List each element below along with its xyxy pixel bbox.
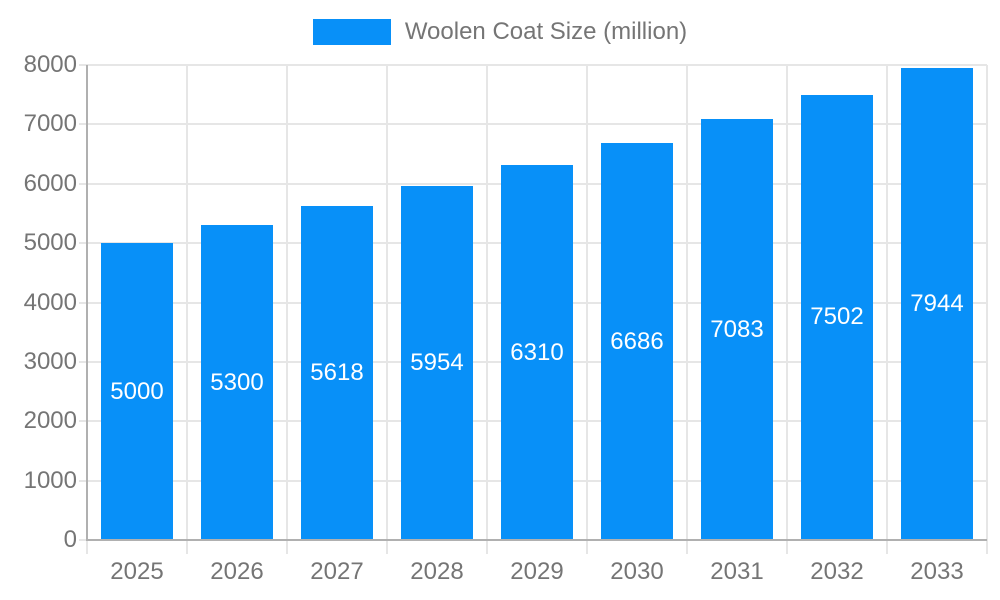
x-gridline [186,65,188,554]
bar [601,143,673,540]
y-tick-label: 3000 [23,347,77,375]
bar [701,119,773,540]
x-axis-line [87,539,987,541]
bar-value-label: 5300 [210,368,264,396]
x-tick-label: 2031 [710,558,764,585]
bar [801,94,873,540]
bar-value-label: 6310 [510,338,564,366]
y-tick-label: 7000 [23,110,77,138]
x-gridline [386,65,388,554]
y-tick-label: 4000 [23,288,77,316]
x-tick-label: 2025 [110,558,164,585]
bar [901,68,973,540]
bar-value-label: 5000 [110,377,164,405]
x-tick-label: 2032 [810,558,864,585]
bar-value-label: 5618 [310,359,364,387]
bar [401,186,473,540]
y-tick-label: 8000 [23,51,77,78]
y-gridline [79,123,987,126]
legend-swatch [312,19,391,45]
x-gridline [786,65,788,554]
y-tick-label: 1000 [23,466,77,494]
bar [201,225,273,540]
bar [501,165,573,540]
x-tick-label: 2027 [310,558,364,585]
legend: Woolen Coat Size (million) [0,19,1000,45]
x-tick-label: 2029 [510,558,564,585]
bar [101,243,173,540]
y-tick-label: 0 [63,526,77,553]
x-gridline [686,65,688,554]
y-axis-line [86,65,88,541]
plot-area: 0 1000 2000 3000 4000 5000 6000 7000 8000 5000 202… [24,51,988,585]
legend-label: Woolen Coat Size (million) [404,18,688,45]
x-gridline [586,65,588,554]
x-tick-label: 2030 [610,558,664,585]
y-tick-label: 6000 [23,169,77,197]
x-gridline [486,65,488,554]
y-tick-label: 5000 [23,229,77,257]
bar [301,206,373,540]
x-gridline [886,65,888,554]
bar-value-label: 7083 [710,315,764,343]
x-tick-label: 2033 [910,558,964,585]
x-tick-label: 2028 [410,558,464,585]
y-gridline [79,64,987,66]
bar-value-label: 7502 [810,303,864,331]
bar-value-label: 7944 [910,290,964,318]
bar-value-label: 6686 [610,327,664,355]
x-gridline [286,65,288,554]
bar-value-label: 5954 [410,349,464,377]
x-tick-label: 2026 [210,558,264,585]
x-gridline [986,65,988,554]
y-tick-label: 2000 [23,407,77,435]
